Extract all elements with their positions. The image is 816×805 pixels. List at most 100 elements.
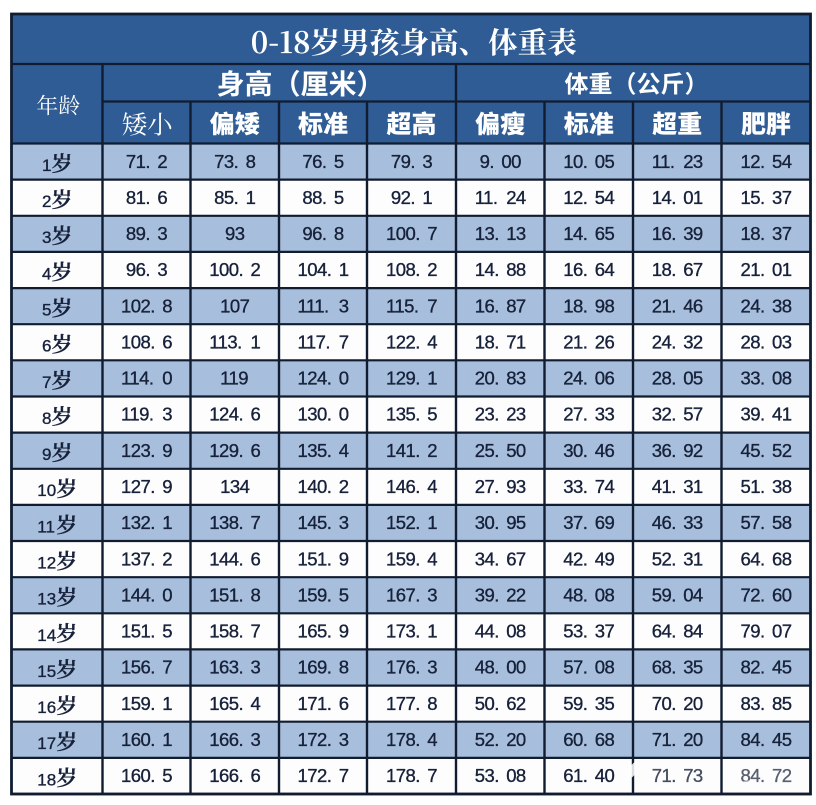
svg-text:6: 6: [42, 337, 51, 356]
svg-text:102.: 102.: [121, 295, 155, 316]
svg-text:108.: 108.: [386, 259, 420, 280]
svg-text:28.: 28.: [652, 368, 676, 389]
svg-text:159.: 159.: [121, 693, 155, 714]
svg-text:71.: 71.: [126, 151, 150, 172]
svg-text:0: 0: [339, 368, 349, 389]
svg-text:84: 84: [683, 621, 703, 642]
svg-text:135.: 135.: [298, 440, 332, 461]
svg-text:20: 20: [683, 729, 703, 750]
svg-text:46: 46: [683, 295, 703, 316]
svg-text:27.: 27.: [475, 476, 499, 497]
svg-text:111.: 111.: [298, 295, 329, 316]
svg-text:18.: 18.: [741, 223, 765, 244]
svg-text:67: 67: [506, 548, 526, 569]
svg-text:160.: 160.: [121, 765, 155, 786]
svg-text:57: 57: [683, 404, 703, 425]
svg-text:171.: 171.: [298, 693, 332, 714]
svg-text:5: 5: [427, 404, 437, 425]
svg-text:65: 65: [595, 223, 615, 244]
svg-text:123.: 123.: [121, 440, 155, 461]
svg-text:87: 87: [506, 295, 526, 316]
svg-text:93: 93: [506, 476, 526, 497]
svg-text:16.: 16.: [563, 259, 587, 280]
svg-text:8: 8: [251, 584, 261, 605]
svg-text:23: 23: [506, 404, 526, 425]
svg-text:35: 35: [595, 693, 615, 714]
svg-text:151.: 151.: [209, 584, 243, 605]
svg-text:64: 64: [595, 259, 615, 280]
svg-text:62: 62: [506, 693, 526, 714]
svg-text:64.: 64.: [652, 621, 676, 642]
svg-text:12: 12: [37, 554, 56, 573]
svg-text:4: 4: [427, 332, 437, 353]
svg-text:08: 08: [772, 368, 792, 389]
svg-text:1: 1: [427, 368, 437, 389]
svg-text:166.: 166.: [209, 729, 243, 750]
svg-text:23: 23: [683, 151, 703, 172]
svg-text:145.: 145.: [298, 512, 332, 533]
svg-text:3: 3: [251, 657, 261, 678]
svg-text:26: 26: [595, 332, 615, 353]
svg-text:108.: 108.: [121, 332, 155, 353]
svg-text:24.: 24.: [652, 332, 676, 353]
svg-text:28.: 28.: [741, 332, 765, 353]
svg-text:7: 7: [251, 621, 261, 642]
svg-text:172.: 172.: [298, 765, 332, 786]
svg-text:127.: 127.: [121, 476, 155, 497]
svg-text:151.: 151.: [121, 621, 155, 642]
svg-text:11.: 11.: [475, 187, 498, 208]
svg-text:163.: 163.: [209, 657, 243, 678]
svg-text:1: 1: [427, 621, 437, 642]
svg-text:4: 4: [42, 264, 51, 283]
svg-text:18.: 18.: [652, 259, 676, 280]
svg-text:7: 7: [42, 373, 51, 392]
svg-text:166.: 166.: [209, 765, 243, 786]
svg-text:50.: 50.: [475, 693, 499, 714]
svg-text:0: 0: [162, 584, 172, 605]
svg-text:59.: 59.: [652, 584, 676, 605]
svg-text:07: 07: [772, 621, 792, 642]
svg-text:39.: 39.: [475, 584, 499, 605]
svg-text:85: 85: [772, 693, 792, 714]
svg-text:16.: 16.: [475, 295, 499, 316]
svg-text:22: 22: [506, 584, 526, 605]
svg-text:172.: 172.: [298, 729, 332, 750]
svg-text:9: 9: [339, 621, 349, 642]
svg-text:69: 69: [595, 512, 615, 533]
svg-text:124.: 124.: [209, 404, 243, 425]
svg-text:27.: 27.: [563, 404, 587, 425]
svg-text:1: 1: [251, 332, 261, 353]
svg-text:0: 0: [162, 368, 172, 389]
svg-text:7: 7: [251, 512, 261, 533]
svg-text:3: 3: [339, 729, 349, 750]
svg-text:100.: 100.: [209, 259, 243, 280]
svg-text:24.: 24.: [741, 295, 765, 316]
svg-text:46: 46: [595, 440, 615, 461]
svg-text:00: 00: [501, 151, 521, 172]
svg-text:1: 1: [162, 729, 172, 750]
svg-text:88.: 88.: [302, 187, 326, 208]
svg-text:71.: 71.: [652, 729, 676, 750]
svg-text:58: 58: [772, 512, 792, 533]
svg-text:3: 3: [42, 228, 51, 247]
svg-text:08: 08: [595, 657, 615, 678]
svg-text:132.: 132.: [121, 512, 155, 533]
svg-text:104.: 104.: [298, 259, 332, 280]
svg-text:11: 11: [37, 517, 55, 536]
svg-text:18.: 18.: [475, 332, 499, 353]
svg-text:8: 8: [246, 151, 256, 172]
svg-text:7: 7: [427, 223, 437, 244]
svg-text:0: 0: [339, 404, 349, 425]
svg-text:159.: 159.: [386, 548, 420, 569]
svg-text:2: 2: [42, 192, 51, 211]
svg-text:9: 9: [42, 445, 51, 464]
svg-text:16: 16: [37, 698, 56, 717]
svg-text:70.: 70.: [652, 693, 676, 714]
svg-text:20.: 20.: [475, 368, 499, 389]
svg-text:03: 03: [772, 332, 792, 353]
svg-text:16.: 16.: [652, 223, 676, 244]
svg-text:2: 2: [157, 151, 167, 172]
svg-text:138.: 138.: [209, 512, 243, 533]
svg-text:04: 04: [683, 584, 703, 605]
svg-text:6: 6: [251, 548, 261, 569]
